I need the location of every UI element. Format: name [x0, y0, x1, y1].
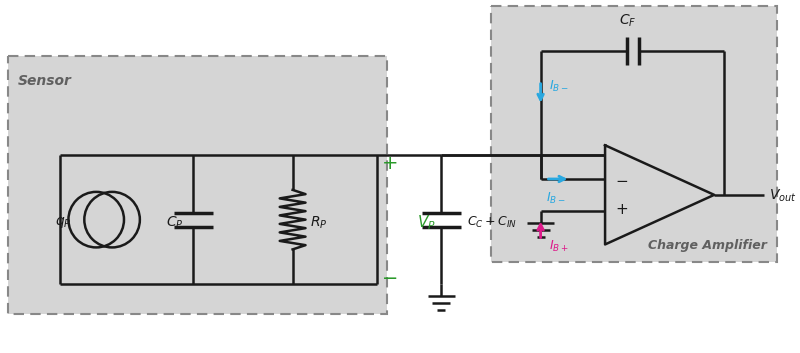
Text: $C_F$: $C_F$ [619, 13, 637, 29]
Bar [8, 56, 387, 314]
Text: Sensor: Sensor [18, 74, 72, 88]
Text: $-$: $-$ [615, 173, 628, 187]
Text: $-$: $-$ [381, 267, 397, 286]
Text: $V_P$: $V_P$ [417, 213, 435, 232]
Text: $C_C+C_{IN}$: $C_C+C_{IN}$ [467, 215, 518, 230]
Text: $V_{out}$: $V_{out}$ [769, 188, 797, 204]
Text: $C_P$: $C_P$ [166, 214, 183, 231]
Text: $I_{B+}$: $I_{B+}$ [549, 239, 568, 253]
Text: $I_{B-}$: $I_{B-}$ [546, 191, 566, 206]
Text: $q_P$: $q_P$ [54, 215, 71, 230]
Text: $+$: $+$ [381, 154, 397, 173]
Text: $R_P$: $R_P$ [310, 214, 328, 231]
Text: $I_{B-}$: $I_{B-}$ [549, 79, 568, 94]
Bar [491, 6, 777, 262]
Text: Charge Amplifier: Charge Amplifier [648, 239, 766, 252]
Text: $+$: $+$ [615, 202, 628, 217]
